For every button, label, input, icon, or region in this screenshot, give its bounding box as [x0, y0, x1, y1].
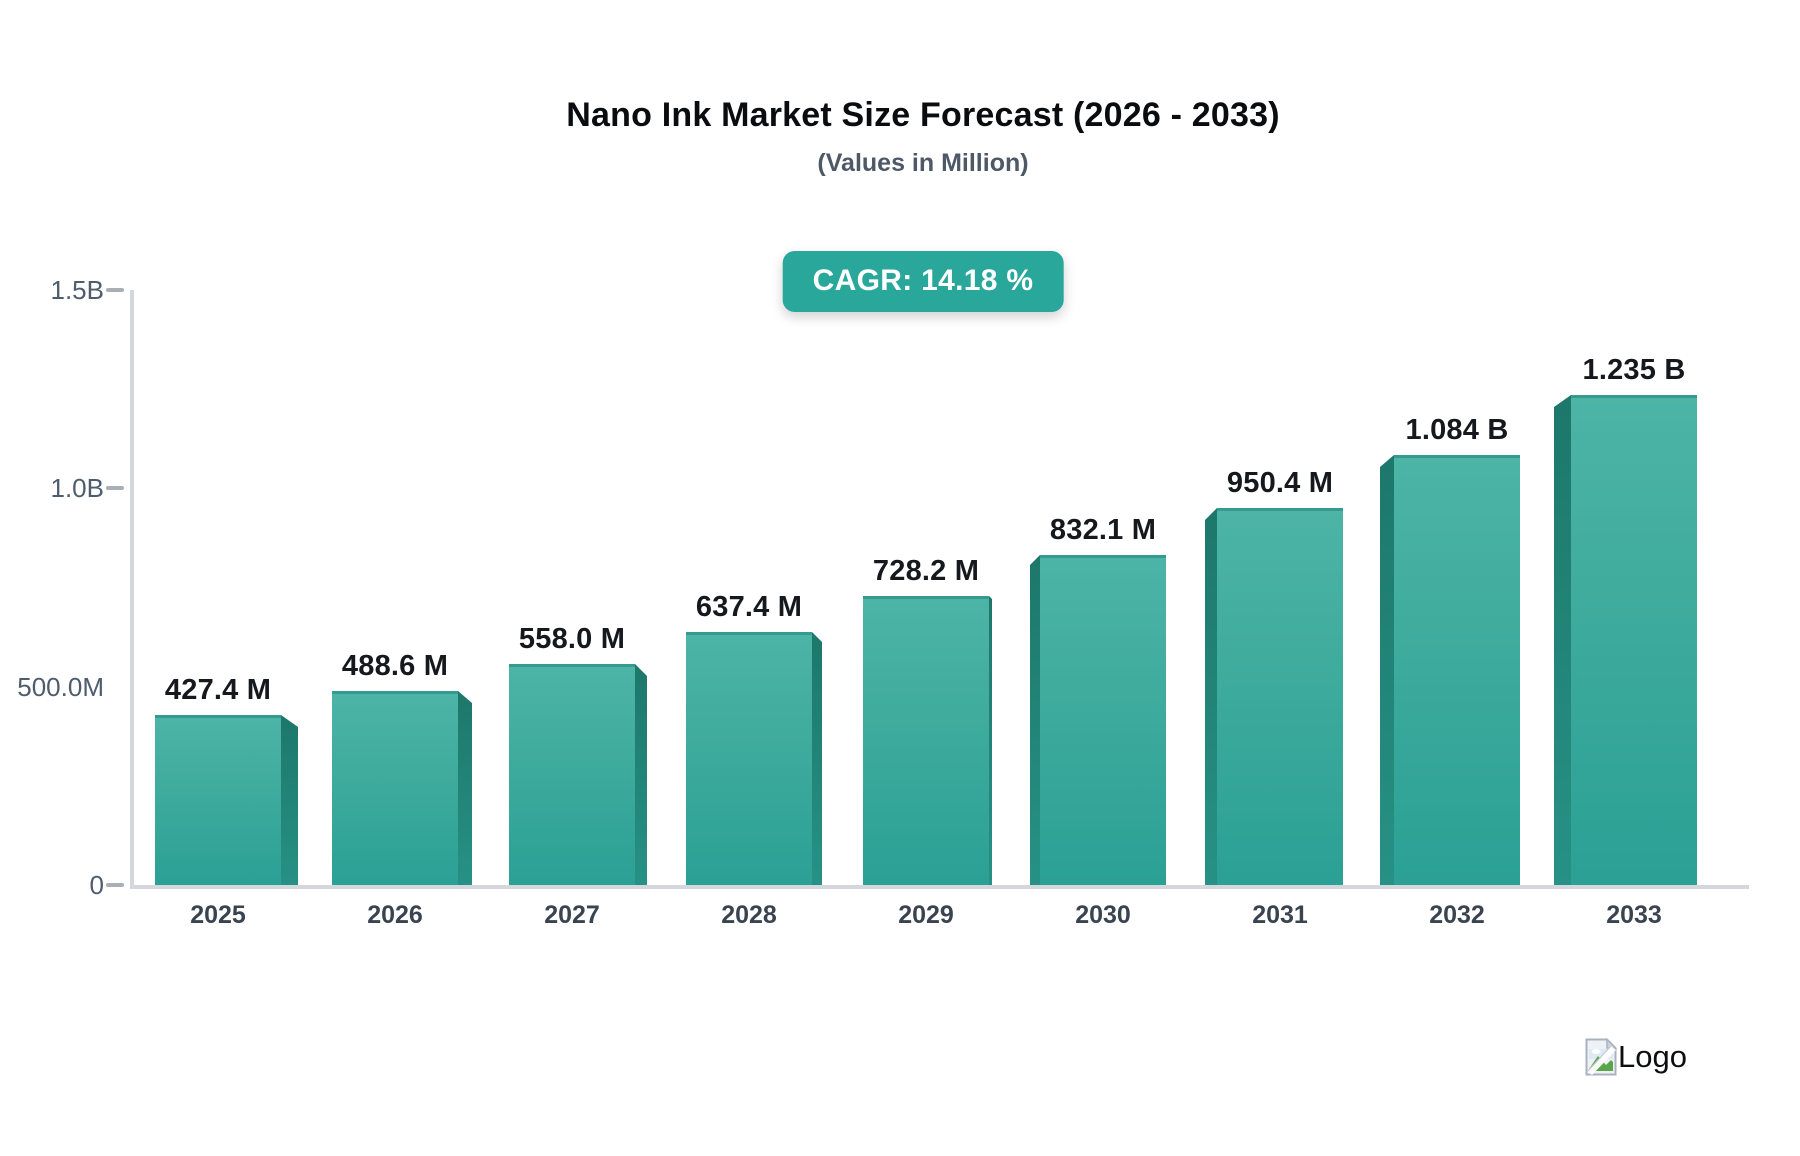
- x-tick-label-2028: 2028: [721, 901, 777, 929]
- bar-side-face-2027: [635, 664, 647, 885]
- x-tick-label-2031: 2031: [1252, 901, 1308, 929]
- y-tick-dash: [106, 883, 124, 887]
- bar-2031: [1217, 508, 1343, 885]
- x-tick-label-2033: 2033: [1606, 901, 1662, 929]
- bar-side-face-2028: [812, 632, 822, 885]
- x-tick-label-2025: 2025: [190, 901, 246, 929]
- x-tick-label-2030: 2030: [1075, 901, 1131, 929]
- bar-value-label: 950.4 M: [1226, 467, 1334, 499]
- y-tick-label: 0: [89, 870, 104, 900]
- y-tick-label: 1.5B: [50, 275, 105, 305]
- bar-2030: [1040, 555, 1166, 885]
- cagr-badge-label: CAGR: 14.18 %: [812, 264, 1034, 297]
- x-tick-label-2026: 2026: [367, 901, 423, 929]
- bar-2033: [1571, 395, 1697, 885]
- x-tick-label-2029: 2029: [898, 901, 954, 929]
- bar-value-label: 558.0 M: [518, 623, 626, 655]
- bar-2029: [863, 596, 989, 885]
- chart-subtitle: (Values in Million): [817, 149, 1029, 177]
- cagr-badge: CAGR: 14.18 %: [782, 251, 1064, 312]
- plot-area: 1.5B 1.0B 500.0M 0 427.4 M 2025 488.6 M 2026 558…: [17, 277, 1749, 929]
- bar-2032: [1394, 455, 1520, 885]
- bar-value-label: 1.235 B: [1582, 354, 1686, 386]
- bar-2028: [686, 632, 812, 885]
- bar-side-face-2025: [281, 715, 298, 885]
- bar-side-face-2030: [1030, 555, 1040, 885]
- bar-2027: [509, 664, 635, 885]
- bar-2026: [332, 691, 458, 885]
- bar-value-label: 832.1 M: [1049, 514, 1157, 546]
- bar-side-face-2031: [1205, 508, 1217, 885]
- y-tick-label: 500.0M: [17, 671, 104, 702]
- logo: Logo: [1585, 1037, 1687, 1077]
- x-tick-label-2032: 2032: [1429, 901, 1485, 929]
- logo-text: Logo: [1618, 1039, 1687, 1074]
- chart-title: Nano Ink Market Size Forecast (2026 - 20…: [566, 96, 1280, 134]
- broken-image-icon: [1585, 1038, 1617, 1076]
- y-tick-dash: [106, 288, 124, 292]
- bar-side-face-2033: [1554, 395, 1571, 885]
- bar-value-label: 728.2 M: [872, 555, 980, 587]
- y-tick-dash: [106, 486, 124, 491]
- bar-value-label: 1.084 B: [1405, 414, 1509, 446]
- bar-2025: [155, 715, 281, 885]
- bar-side-face-2026: [458, 691, 472, 885]
- bar-side-face-2029: [989, 596, 992, 885]
- x-tick-label-2027: 2027: [544, 901, 600, 929]
- bar-side-face-2032: [1380, 455, 1394, 885]
- bar-value-label: 488.6 M: [341, 650, 449, 682]
- y-tick-label: 1.0B: [50, 473, 105, 504]
- bar-value-label: 427.4 M: [164, 674, 272, 706]
- bar-value-label: 637.4 M: [695, 591, 803, 623]
